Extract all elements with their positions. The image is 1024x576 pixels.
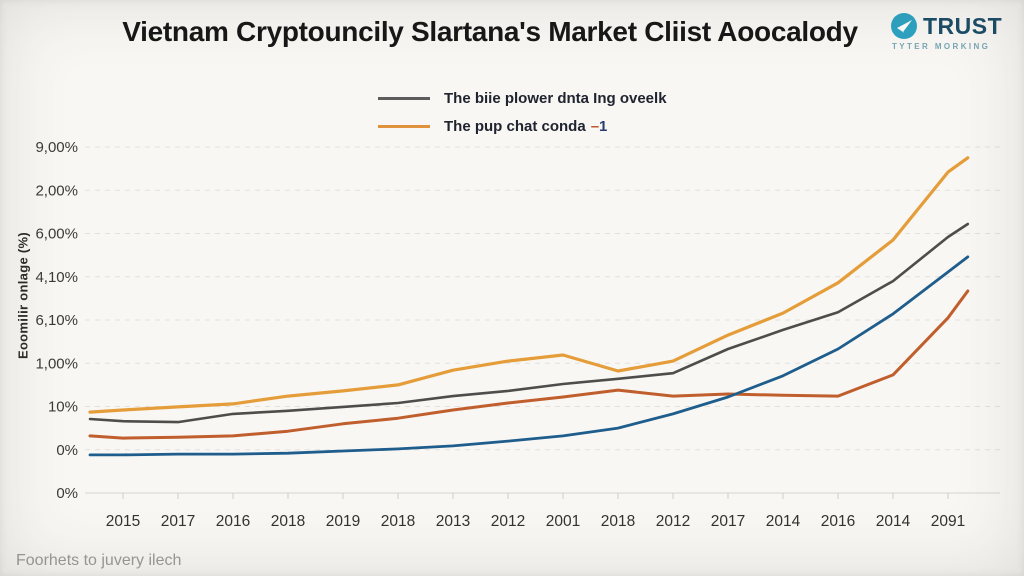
legend-suffix-value: 1 (599, 117, 608, 135)
y-tick-label: 0% (56, 485, 78, 502)
y-tick-label: 9,00% (35, 139, 78, 156)
y-tick-label: 4,10% (35, 269, 78, 286)
x-tick-label: 2015 (106, 513, 140, 530)
x-tick-label: 2016 (216, 513, 250, 530)
x-tick-label: 2019 (326, 513, 360, 530)
brand-name: TRUST (923, 12, 1003, 39)
x-tick-label: 2013 (436, 513, 470, 530)
legend-swatch-orange (378, 124, 430, 128)
y-tick-label: 0% (56, 442, 78, 459)
x-tick-label: 2012 (656, 513, 690, 530)
legend-entry-gray: The biie plower dnta Ing oveelk (378, 84, 667, 112)
series-line-0 (88, 222, 970, 424)
x-tick-label: 2091 (931, 513, 965, 530)
x-tick-label: 2012 (491, 513, 525, 530)
legend-swatch-gray (378, 96, 430, 100)
x-tick-label: 2014 (766, 513, 801, 530)
x-tick-label: 2018 (381, 513, 415, 530)
series-line-1 (88, 289, 970, 440)
legend-suffix-dash: – (590, 117, 600, 135)
page-title: Vietnam Cryptouncily Slartana's Market C… (122, 16, 858, 47)
y-tick-label: 2,00% (35, 182, 78, 199)
brand-tagline: TYTER MORKING (892, 42, 991, 51)
x-tick-label: 2017 (161, 513, 195, 530)
chart-legend: The biie plower dnta Ing oveelk The pup … (378, 84, 667, 140)
x-tick-label: 2014 (876, 513, 911, 530)
y-tick-label: 6,10% (35, 312, 78, 329)
x-tick-label: 2017 (711, 513, 745, 530)
x-tick-label: 2018 (601, 513, 635, 530)
footer-note: Foorhets to juvery ilech (16, 552, 182, 569)
brand-logo: TRUST TYTER MORKING (890, 12, 1008, 51)
y-tick-label: 10% (48, 399, 78, 416)
legend-label-gray: The biie plower dnta Ing oveelk (444, 89, 667, 107)
x-tick-label: 2018 (271, 513, 305, 530)
series-line-2 (88, 156, 970, 414)
legend-label-orange: The pup chat conda (444, 117, 586, 135)
y-tick-label: 6,00% (35, 226, 78, 243)
legend-entry-orange: The pup chat conda – 1 (378, 112, 667, 140)
x-tick-label: 2001 (546, 513, 580, 530)
series-line-3 (88, 255, 970, 457)
paper-plane-circle-icon (890, 12, 918, 40)
x-tick-label: 2016 (821, 513, 855, 530)
y-tick-label: 1,00% (35, 355, 78, 372)
